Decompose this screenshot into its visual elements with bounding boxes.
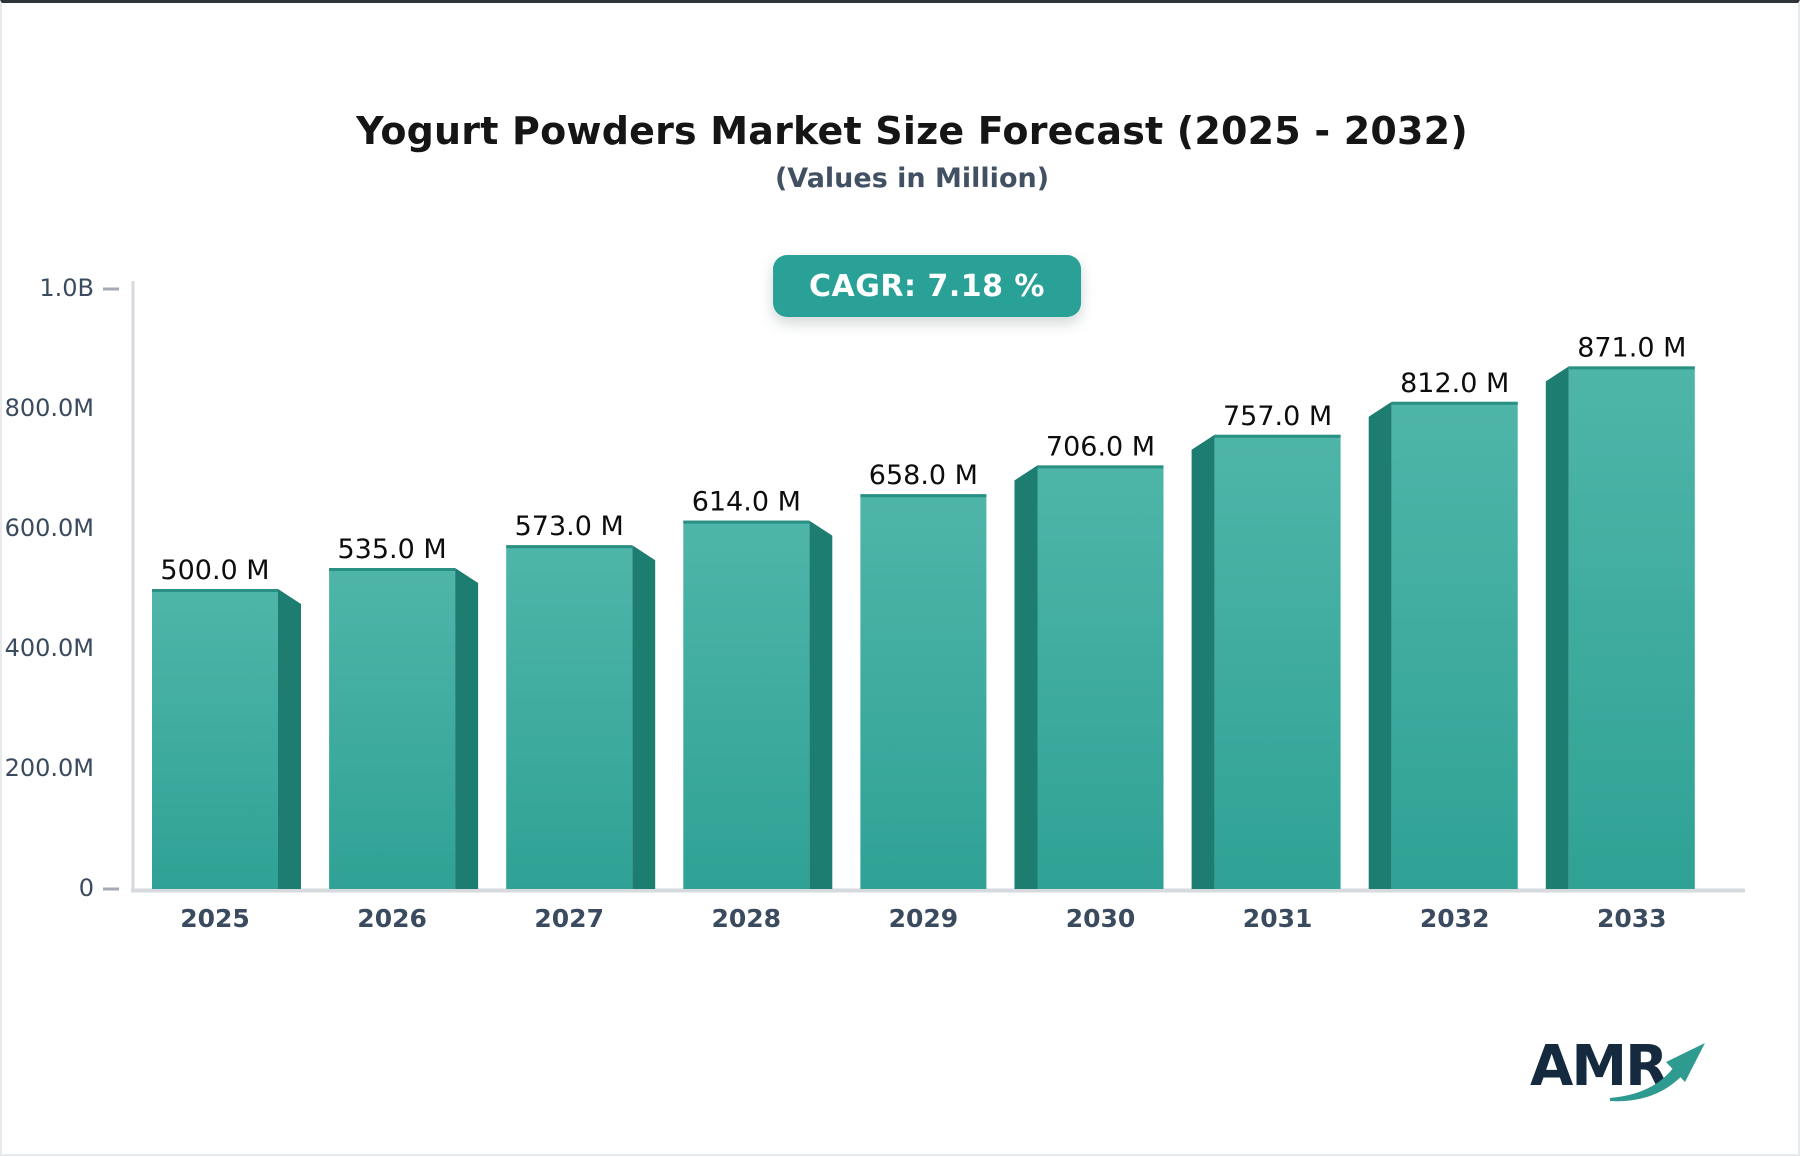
bar-side-2033 (1545, 366, 1569, 889)
bar-value-label: 500.0 M (160, 555, 269, 586)
y-tick-label: 400.0M (5, 634, 94, 662)
bar-top-edge-2033 (1568, 366, 1695, 370)
chart-title: Yogurt Powders Market Size Forecast (202… (356, 109, 1468, 153)
bar-2029 (860, 494, 987, 889)
bar-2027 (506, 545, 633, 889)
y-tick-label: 0 (79, 874, 94, 902)
bar-side-2027 (632, 545, 656, 889)
bar-side-2032 (1368, 401, 1392, 889)
bar-top-edge-2025 (152, 589, 278, 592)
cagr-badge-label: CAGR: 7.18 % (809, 268, 1045, 304)
amr-logo: AMR (1530, 1039, 1730, 1129)
bar-top-edge-2027 (506, 545, 633, 549)
bar-value-label: 658.0 M (869, 460, 978, 491)
bar-2026 (329, 568, 456, 889)
bar-side-2026 (455, 568, 479, 889)
bar-top-edge-2028 (683, 520, 810, 524)
y-tick-label: 200.0M (5, 754, 94, 782)
x-tick-label: 2028 (712, 904, 782, 933)
bar-value-label: 573.0 M (515, 511, 624, 542)
bar-side-2030 (1014, 465, 1038, 889)
bar-top-edge-2031 (1214, 434, 1341, 438)
bar-2025 (152, 589, 278, 889)
bar-value-label: 614.0 M (692, 487, 801, 518)
cagr-badge: CAGR: 7.18 % (773, 255, 1081, 317)
bar-2030 (1037, 465, 1164, 889)
chart-subtitle: (Values in Million) (774, 163, 1050, 194)
x-tick-label: 2030 (1066, 904, 1136, 933)
bar-value-label: 871.0 M (1577, 332, 1686, 363)
bar-value-label: 706.0 M (1046, 431, 1155, 462)
bar-top-edge-2029 (860, 494, 987, 498)
growth-arrow-icon (1610, 1043, 1705, 1102)
bar-top-edge-2026 (329, 568, 456, 571)
x-tick-label: 2031 (1243, 904, 1313, 933)
x-tick-label: 2032 (1420, 904, 1490, 933)
y-tick-label: 600.0M (5, 514, 94, 542)
bar-value-label: 757.0 M (1223, 401, 1332, 432)
bar-2032 (1391, 401, 1518, 889)
y-tick-label: 800.0M (5, 394, 94, 422)
bar-top-edge-2030 (1037, 465, 1164, 469)
bar-side-2031 (1191, 434, 1215, 889)
bar-2028 (683, 520, 810, 889)
bar-value-label: 812.0 M (1400, 368, 1509, 399)
bar-chart: 1.0B 800.0M 600.0M 400.0M 200.0M 0 500.0 M 2025… (5, 274, 1745, 933)
amr-logo-text: AMR (1530, 1034, 1668, 1099)
x-tick-label: 2026 (357, 904, 427, 933)
x-tick-label: 2033 (1597, 904, 1667, 933)
bar-2031 (1214, 434, 1341, 889)
bar-top-edge-2032 (1391, 401, 1518, 405)
x-tick-label: 2027 (534, 904, 604, 933)
x-tick-label: 2029 (889, 904, 959, 933)
bar-2033 (1568, 366, 1695, 889)
x-tick-label: 2025 (180, 904, 250, 933)
bar-side-2028 (809, 520, 833, 889)
bar-side-2025 (278, 589, 301, 889)
bar-value-label: 535.0 M (338, 534, 447, 565)
y-tick-label: 1.0B (39, 274, 94, 302)
